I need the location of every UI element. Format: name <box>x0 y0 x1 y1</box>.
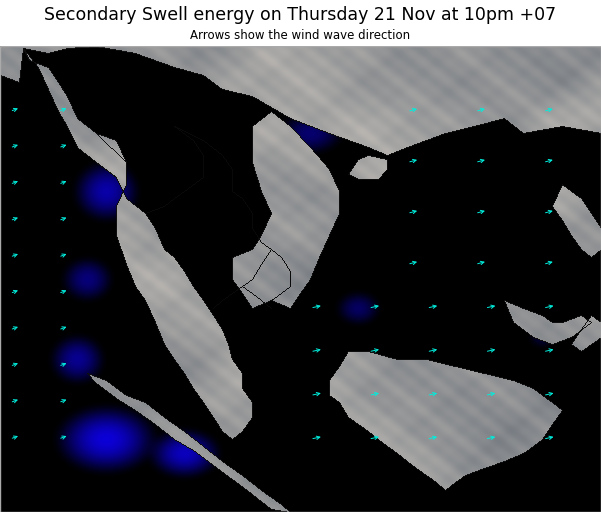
Text: Arrows show the wind wave direction: Arrows show the wind wave direction <box>191 29 410 42</box>
Text: Secondary Swell energy on Thursday 21 Nov at 10pm +07: Secondary Swell energy on Thursday 21 No… <box>44 6 557 24</box>
